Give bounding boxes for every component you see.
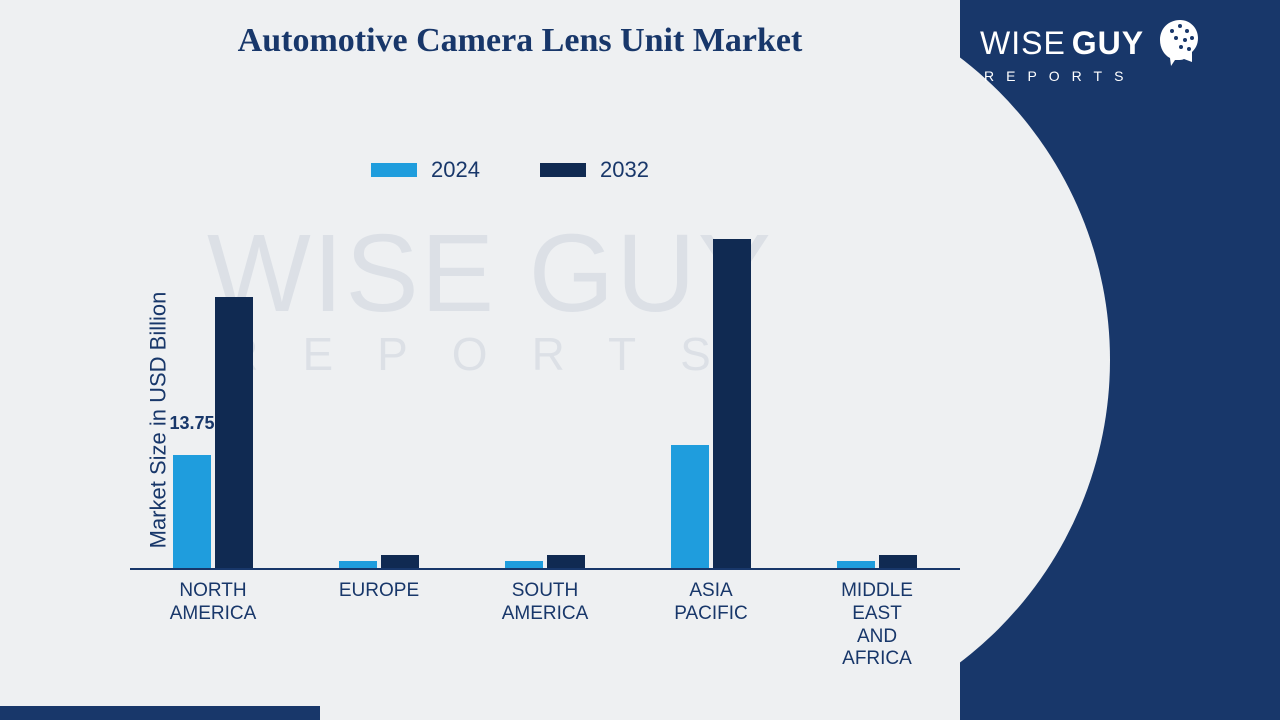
x-axis-label: EUROPE: [296, 572, 462, 690]
x-axis-label: SOUTHAMERICA: [462, 572, 628, 690]
bar-group: [462, 200, 628, 568]
bar-value-label: 13.75: [169, 413, 214, 434]
bar: [381, 555, 419, 568]
legend: 2024 2032: [60, 150, 960, 190]
legend-item: 2024: [371, 150, 480, 190]
bar: [505, 561, 543, 568]
legend-label: 2032: [600, 157, 649, 183]
chart-area: 2024 2032 Market Size in USD Billion 13.…: [60, 150, 960, 690]
x-axis-label: MIDDLEEASTANDAFRICA: [794, 572, 960, 690]
brand-logo: WISE GUY REPORTS: [980, 16, 1260, 84]
x-axis-labels: NORTHAMERICAEUROPESOUTHAMERICAASIAPACIFI…: [130, 572, 960, 690]
bar: [837, 561, 875, 568]
bar: [339, 561, 377, 568]
bar: [671, 445, 709, 568]
brand-subtitle: REPORTS: [980, 68, 1260, 84]
bar-group: [628, 200, 794, 568]
bar: [547, 555, 585, 568]
head-icon: [1150, 16, 1204, 70]
plot-area: 13.75: [130, 200, 960, 570]
brand-word-2: GUY: [1072, 25, 1144, 62]
legend-label: 2024: [431, 157, 480, 183]
bar: [713, 239, 751, 568]
chart-title: Automotive Camera Lens Unit Market: [120, 22, 920, 60]
bar: [215, 297, 253, 568]
bar-group: 13.75: [130, 200, 296, 568]
legend-swatch-icon: [540, 163, 586, 177]
chart-canvas: Automotive Camera Lens Unit Market WISE …: [0, 0, 1280, 720]
bar: [879, 555, 917, 568]
legend-item: 2032: [540, 150, 649, 190]
legend-swatch-icon: [371, 163, 417, 177]
decorative-bottom-bar: [0, 706, 320, 720]
bar: [173, 455, 211, 568]
brand-word-1: WISE: [980, 25, 1066, 62]
x-axis-label: ASIAPACIFIC: [628, 572, 794, 690]
bar-group: [794, 200, 960, 568]
bar-group: [296, 200, 462, 568]
x-axis-label: NORTHAMERICA: [130, 572, 296, 690]
